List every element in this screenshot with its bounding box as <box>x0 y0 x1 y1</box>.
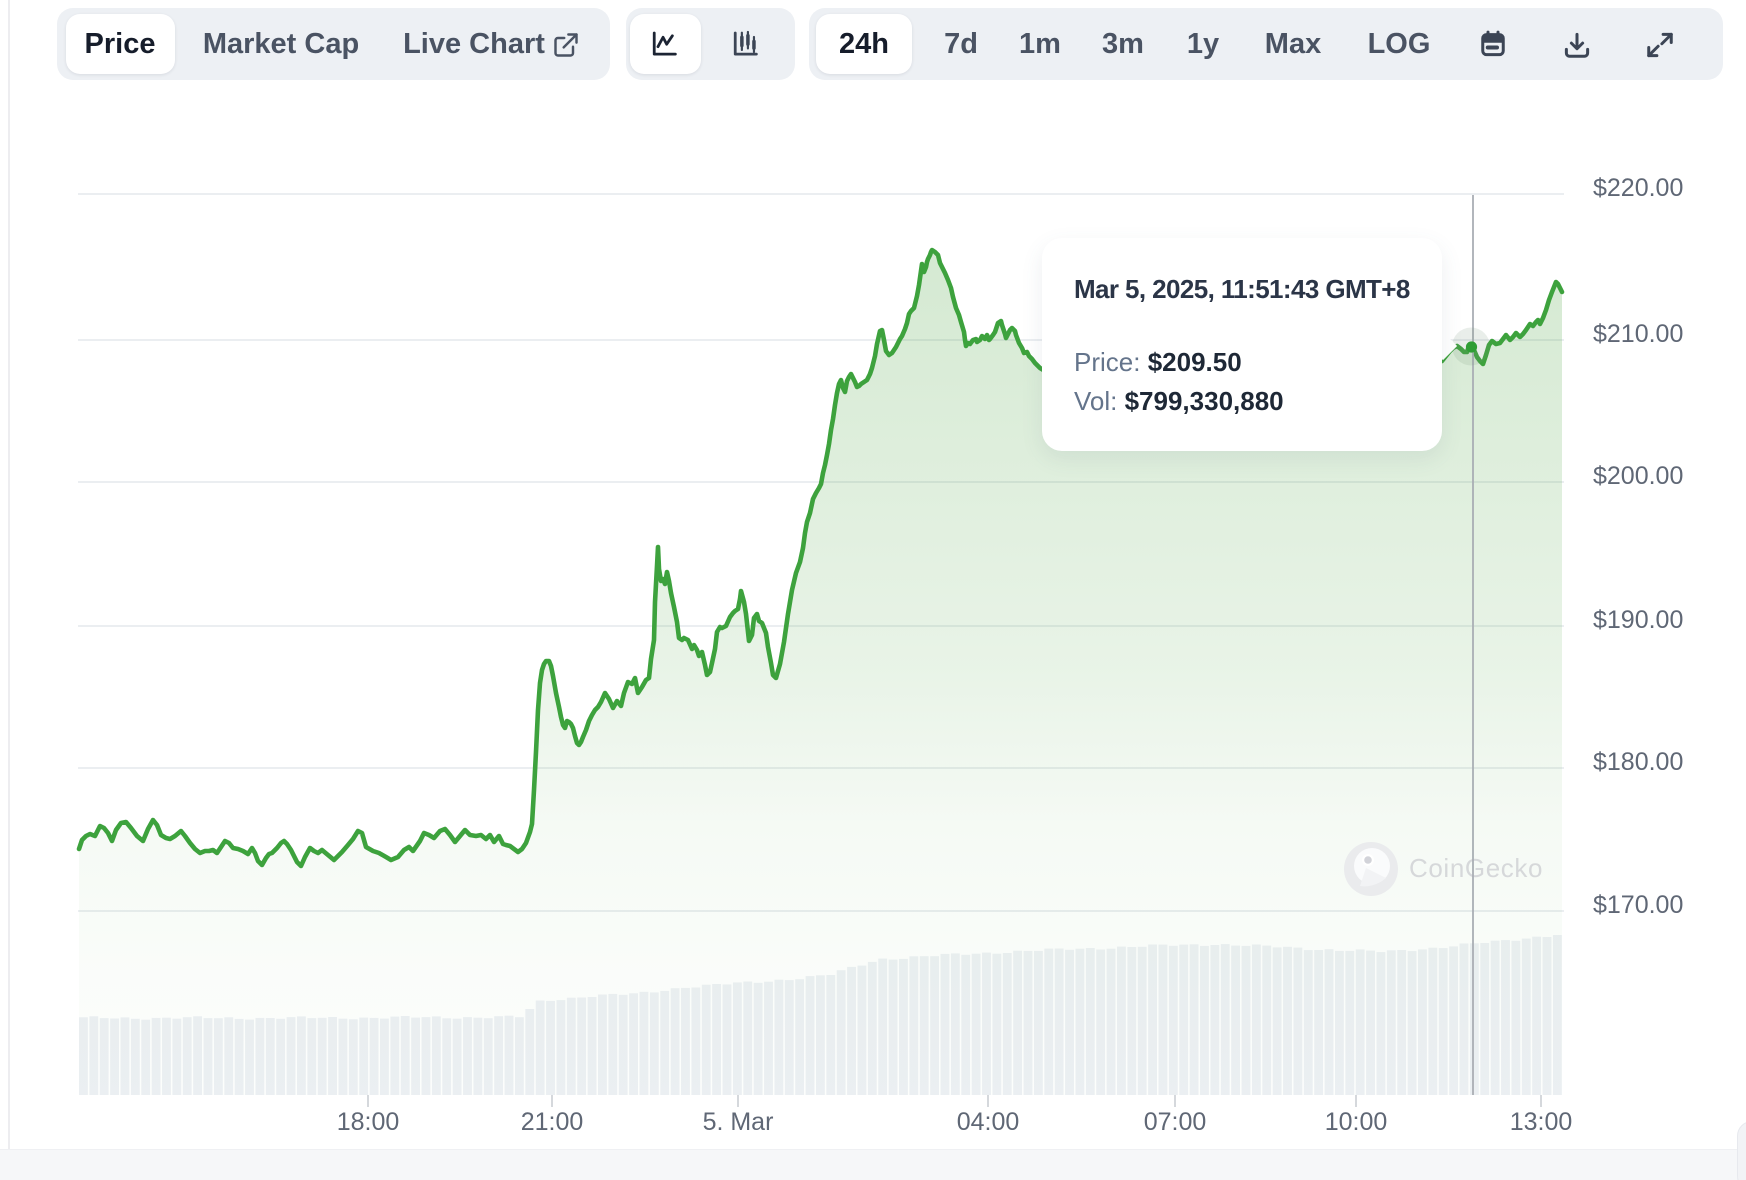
svg-text:21:00: 21:00 <box>521 1108 584 1136</box>
svg-text:18:00: 18:00 <box>337 1108 400 1136</box>
svg-text:$180.00: $180.00 <box>1593 748 1683 776</box>
svg-text:$190.00: $190.00 <box>1593 606 1683 634</box>
svg-text:$220.00: $220.00 <box>1593 174 1683 202</box>
svg-text:04:00: 04:00 <box>957 1108 1020 1136</box>
svg-text:$170.00: $170.00 <box>1593 891 1683 919</box>
svg-text:$210.00: $210.00 <box>1593 320 1683 348</box>
svg-text:CoinGecko: CoinGecko <box>1409 853 1543 883</box>
svg-text:13:00: 13:00 <box>1510 1108 1573 1136</box>
svg-text:5. Mar: 5. Mar <box>703 1108 774 1136</box>
svg-text:07:00: 07:00 <box>1144 1108 1207 1136</box>
svg-text:10:00: 10:00 <box>1325 1108 1388 1136</box>
svg-text:$200.00: $200.00 <box>1593 462 1683 490</box>
